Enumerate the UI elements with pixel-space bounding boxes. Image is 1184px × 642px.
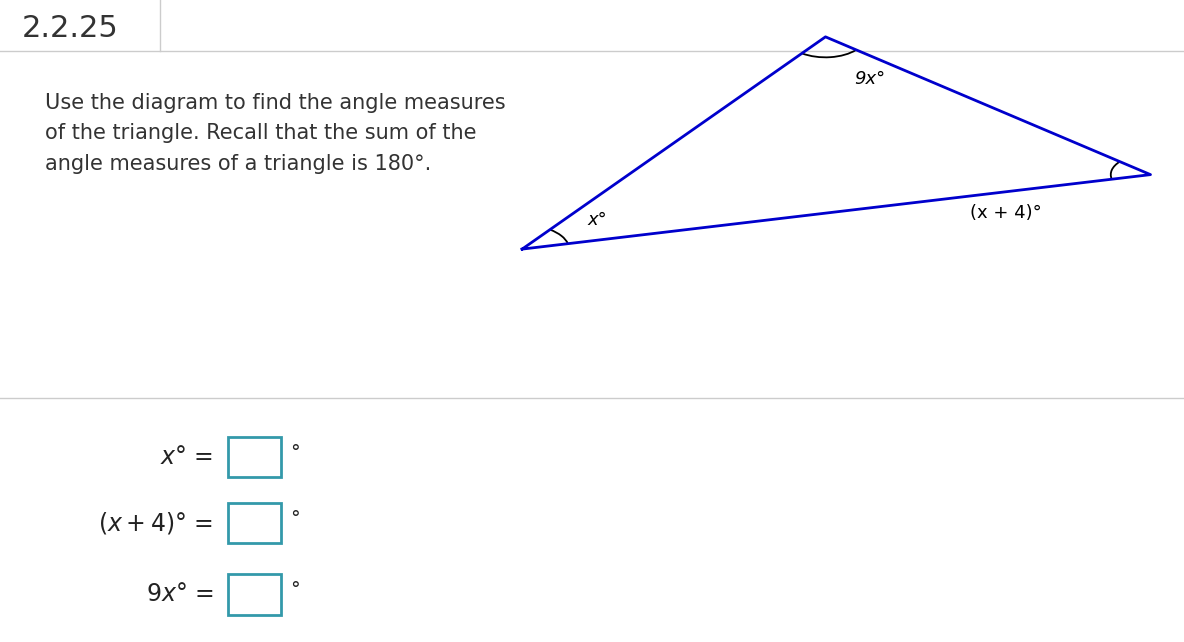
Text: 9x°: 9x° (855, 71, 886, 89)
Text: 2.2.25: 2.2.25 (21, 13, 118, 43)
Bar (229, 575, 282, 614)
Text: $x$° =: $x$° = (160, 445, 213, 469)
Text: x°: x° (587, 211, 606, 229)
Text: Use the diagram to find the angle measures
of the triangle. Recall that the sum : Use the diagram to find the angle measur… (45, 93, 506, 174)
Text: °: ° (290, 442, 300, 462)
Text: (x + 4)°: (x + 4)° (970, 204, 1042, 222)
Bar (229, 437, 282, 477)
Text: $(x + 4)$° =: $(x + 4)$° = (98, 510, 213, 536)
Text: $9x$° =: $9x$° = (146, 582, 213, 607)
Text: °: ° (290, 509, 300, 528)
Text: °: ° (290, 580, 300, 600)
Bar (229, 503, 282, 543)
